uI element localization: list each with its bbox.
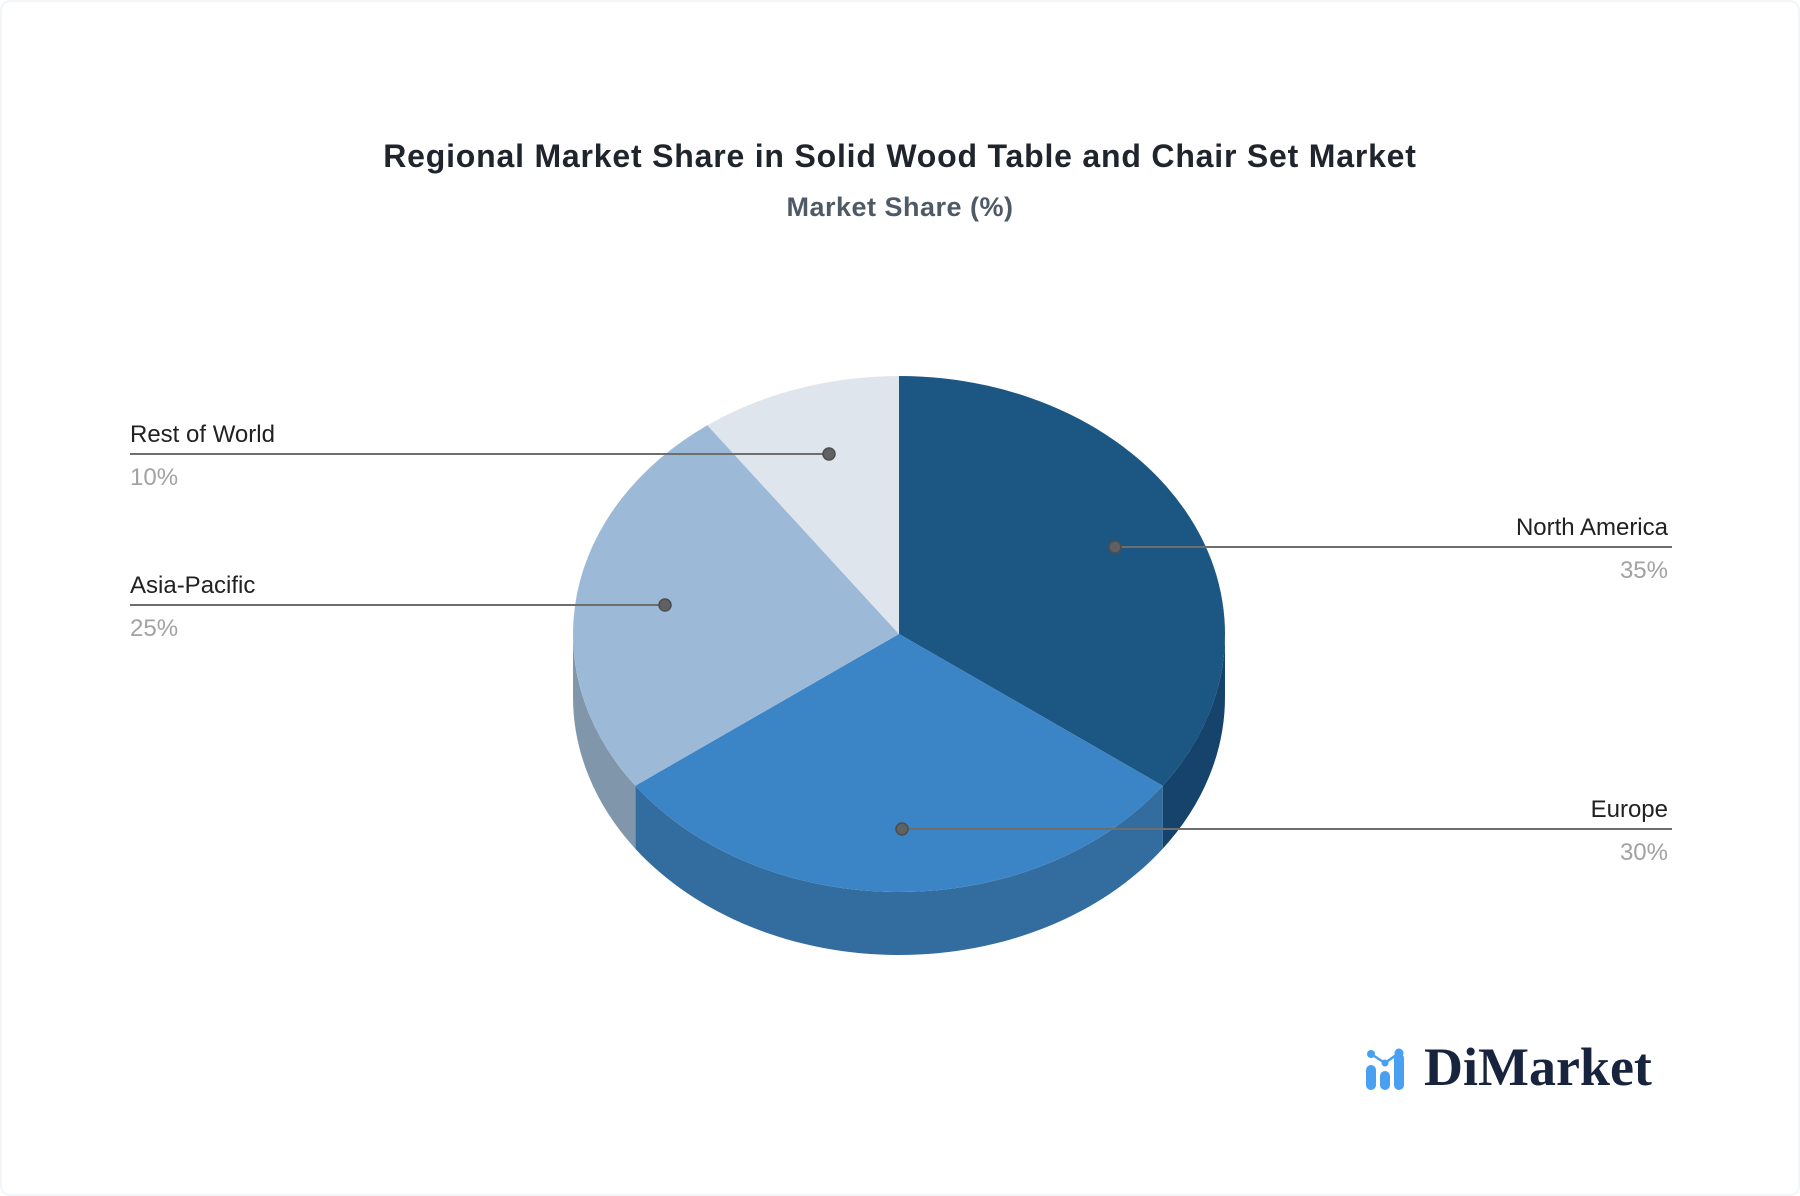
brand-logo: DiMarket bbox=[1360, 1040, 1652, 1094]
dimarket-wordmark: DiMarket bbox=[1424, 1037, 1652, 1097]
callout-label: Asia-Pacific bbox=[130, 572, 256, 599]
callout-europe: Europe 30% bbox=[1591, 796, 1668, 868]
callout-label: North America bbox=[1515, 514, 1668, 541]
callout-label: Europe bbox=[1590, 796, 1668, 823]
leader-dot-north-america bbox=[1108, 540, 1122, 554]
callout-north-america: North America 35% bbox=[1516, 514, 1668, 586]
leader-dot-asia-pacific bbox=[658, 598, 672, 612]
chart-title: Regional Market Share in Solid Wood Tabl… bbox=[383, 138, 1417, 174]
callout-value: 30% bbox=[1619, 838, 1668, 866]
pie-slice-rest-of-world[interactable] bbox=[707, 376, 899, 634]
chart-subtitle: Market Share (%) bbox=[786, 192, 1014, 222]
callout-rest-of-world: Rest of World 10% bbox=[130, 421, 275, 493]
pie-side-asia-pacific bbox=[573, 634, 636, 849]
callout-value: 35% bbox=[1619, 556, 1668, 584]
pie-slice-europe[interactable] bbox=[635, 634, 1163, 893]
leader-dot-europe bbox=[895, 822, 909, 836]
bar-line-chart-icon bbox=[1366, 1048, 1404, 1090]
leader-dot-rest-of-world bbox=[822, 447, 836, 461]
callout-asia-pacific: Asia-Pacific 25% bbox=[130, 572, 255, 644]
callout-value: 25% bbox=[130, 614, 179, 642]
callout-value: 10% bbox=[130, 463, 179, 491]
callout-label: Rest of World bbox=[130, 421, 275, 448]
pie-side-north-america bbox=[1162, 634, 1225, 849]
pie-slice-north-america[interactable] bbox=[899, 376, 1226, 786]
pie-slice-asia-pacific[interactable] bbox=[573, 425, 899, 786]
pie-side-europe bbox=[635, 785, 1163, 956]
